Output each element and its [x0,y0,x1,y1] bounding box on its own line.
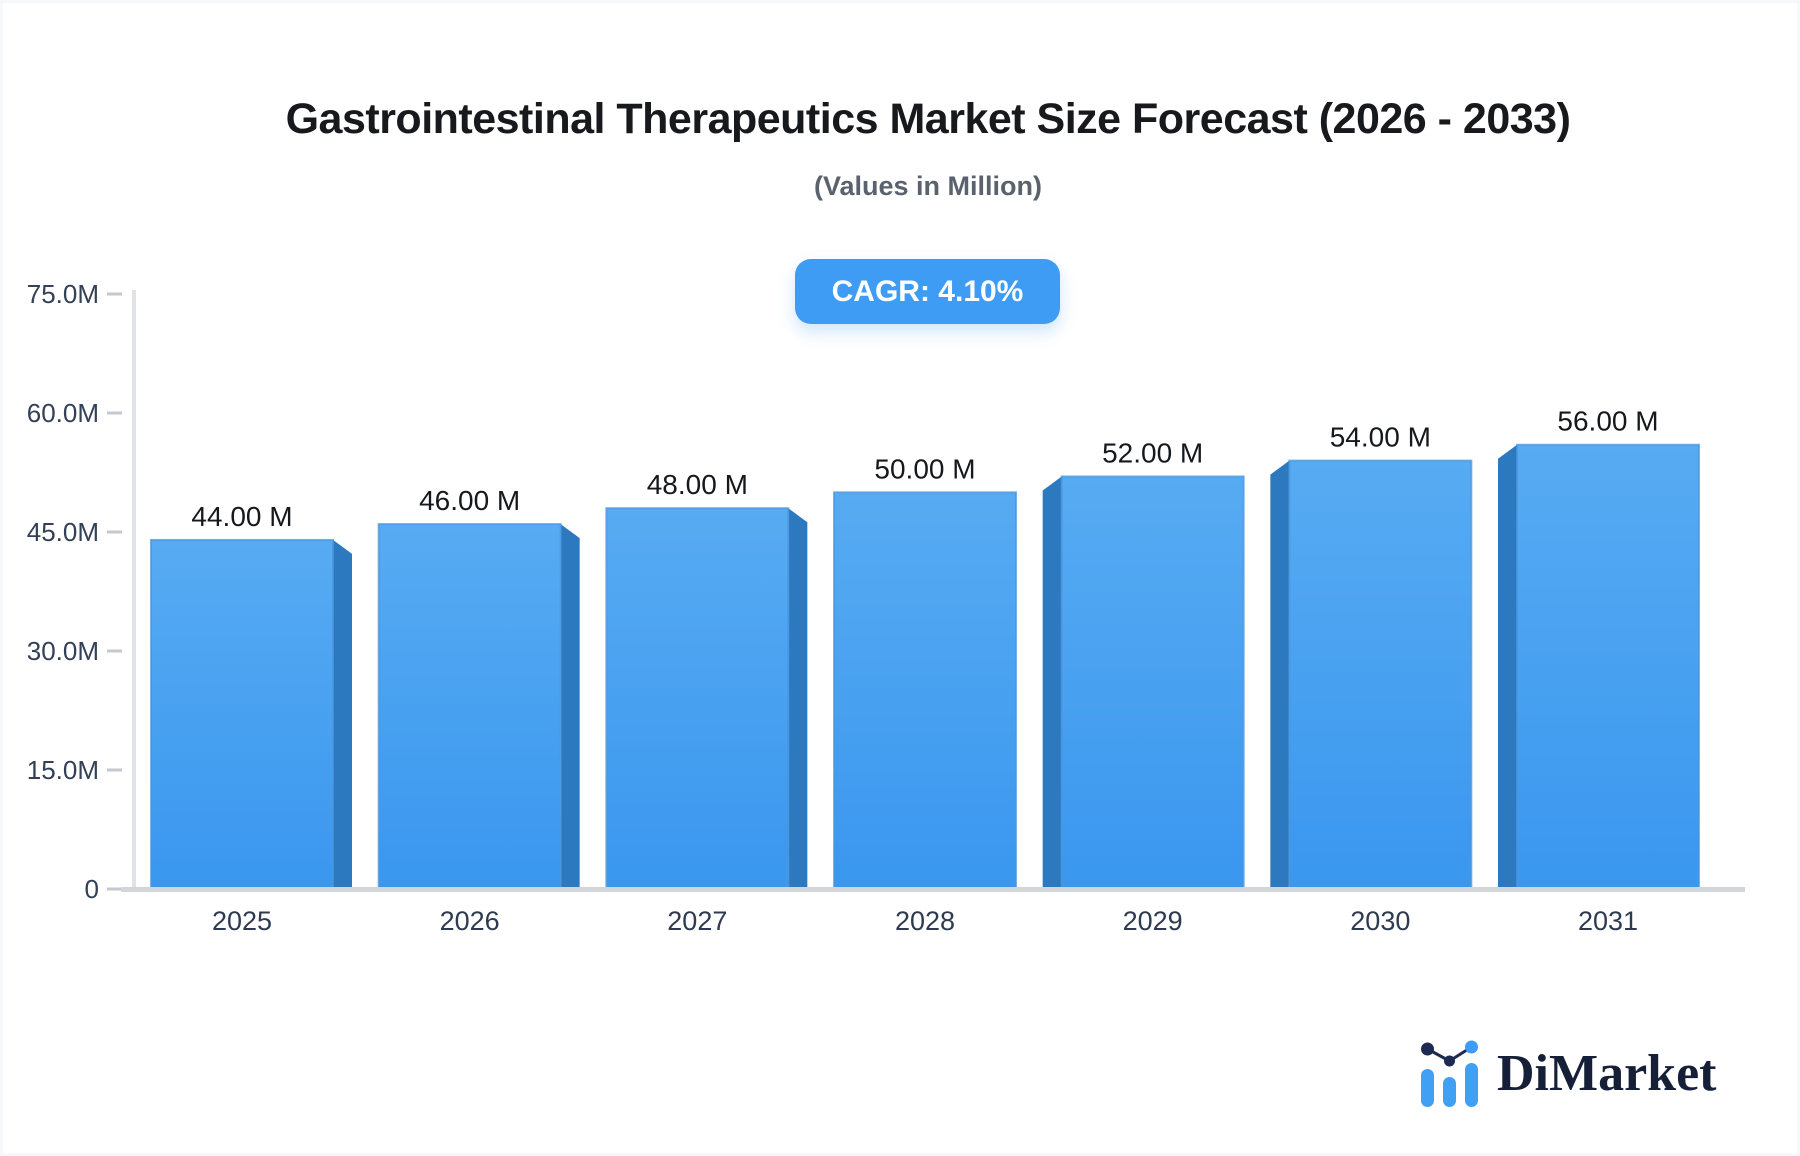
bar-value-label: 54.00 M [1330,422,1431,453]
bar-group-2027: 48.00 M [605,469,808,890]
bar-side [788,508,808,889]
bar-side [1498,444,1518,889]
x-axis-label-2027: 2027 [667,906,727,936]
bar-face-2030[interactable] [1288,459,1473,890]
y-axis-tick-label: 45.0M [27,517,99,547]
bar-side [1270,460,1290,889]
bar-group-2028: 50.00 M [833,453,1018,890]
bar-face-2029[interactable] [1060,475,1245,890]
bar-face-2027[interactable] [605,507,790,890]
brand-name: DiMarket [1497,1045,1717,1102]
x-axis-label-2026: 2026 [440,906,500,936]
bar-side [560,524,580,889]
y-axis-tick-label: 75.0M [27,279,99,309]
bar-face-2031[interactable] [1516,443,1701,890]
x-axis-label-2025: 2025 [212,906,272,936]
x-axis-label-2029: 2029 [1123,906,1183,936]
y-axis-line [132,290,136,889]
cagr-badge-label: CAGR: 4.10% [831,274,1024,308]
bar-group-2029: 52.00 M [1042,437,1245,890]
bar-chart: 75.0M 60.0M 45.0M 30.0M 15.0M 0 44.00 M 46.00 M… [27,279,1745,936]
bar-group-2025: 44.00 M [150,501,352,891]
bar-value-label: 52.00 M [1102,437,1203,468]
x-axis-label-2030: 2030 [1350,906,1410,936]
bar-face-2028[interactable] [833,491,1018,890]
bar-value-label: 50.00 M [874,453,975,484]
x-axis-line [121,887,1745,892]
bar-value-label: 46.00 M [419,485,520,516]
bar-side [333,539,352,889]
y-axis-tick-label: 0 [85,874,99,904]
bar-chart-logo-icon [1421,1040,1478,1107]
x-axis-label-2028: 2028 [895,906,955,936]
bar-face-2026[interactable] [377,523,562,890]
bar-value-label: 44.00 M [191,501,292,532]
bar-group-2026: 46.00 M [377,485,580,890]
cagr-badge: CAGR: 4.10% [795,259,1060,324]
chart-subtitle: (Values in Million) [813,171,1043,201]
chart-title: Gastrointestinal Therapeutics Market Siz… [285,95,1571,143]
y-axis-tick-label: 30.0M [27,636,99,666]
bar-group-2031: 56.00 M [1498,406,1701,890]
x-axis-label-2031: 2031 [1578,906,1638,936]
brand-logo: DiMarket [1419,1039,1716,1109]
y-axis-tick-label: 60.0M [27,398,99,428]
bar-side [1042,476,1062,889]
bar-group-2030: 54.00 M [1270,422,1473,890]
bar-face-2025[interactable] [150,538,334,891]
bar-value-label: 56.00 M [1557,406,1658,437]
y-axis-tick-label: 15.0M [27,755,99,785]
bar-value-label: 48.00 M [647,469,748,500]
